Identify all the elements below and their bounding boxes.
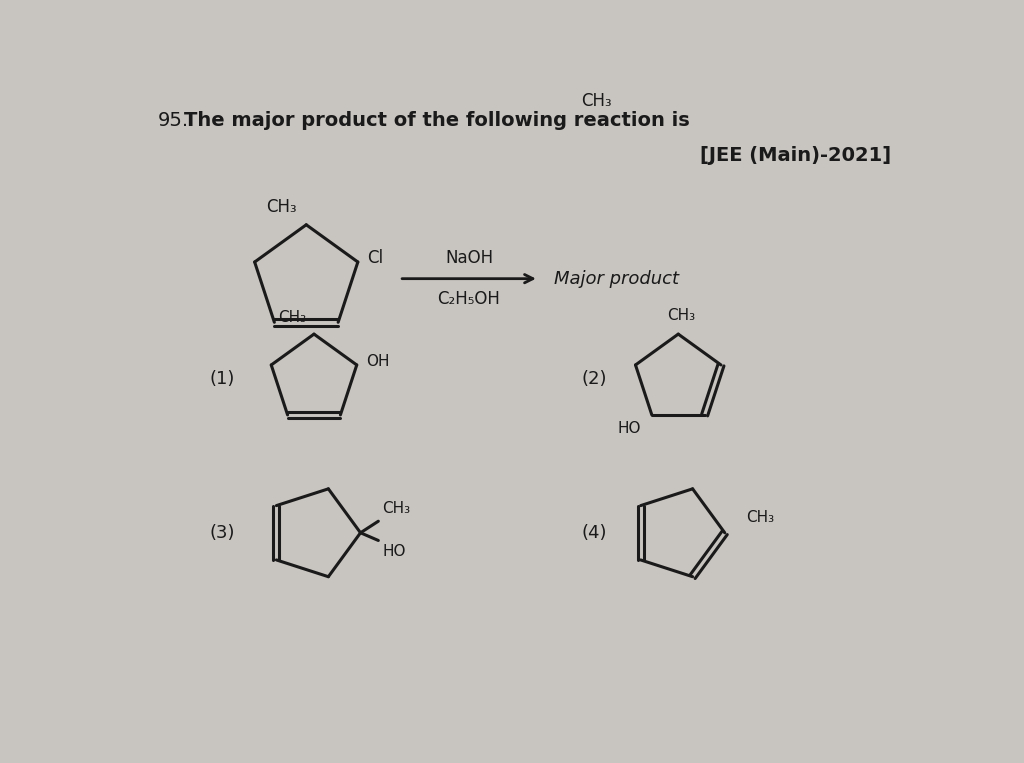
Text: CH₃: CH₃	[746, 510, 774, 525]
Text: CH₃: CH₃	[279, 310, 306, 325]
Text: (1): (1)	[209, 370, 234, 388]
Text: 95.: 95.	[158, 111, 188, 130]
Text: CH₃: CH₃	[668, 308, 695, 324]
Text: C₂H₅OH: C₂H₅OH	[437, 290, 501, 308]
Text: NaOH: NaOH	[445, 250, 494, 267]
Text: (2): (2)	[582, 370, 607, 388]
Text: Cl: Cl	[368, 250, 383, 267]
Text: CH₃: CH₃	[266, 198, 297, 215]
Text: (4): (4)	[582, 523, 607, 542]
Text: OH: OH	[366, 354, 389, 369]
Text: HO: HO	[617, 421, 641, 436]
Text: CH₃: CH₃	[382, 501, 411, 516]
Text: (3): (3)	[209, 523, 234, 542]
Text: CH₃: CH₃	[582, 92, 612, 110]
Text: HO: HO	[382, 544, 406, 559]
Text: Major product: Major product	[554, 269, 679, 288]
Text: [JEE (Main)-2021]: [JEE (Main)-2021]	[700, 146, 891, 166]
Text: The major product of the following reaction is: The major product of the following react…	[183, 111, 689, 130]
